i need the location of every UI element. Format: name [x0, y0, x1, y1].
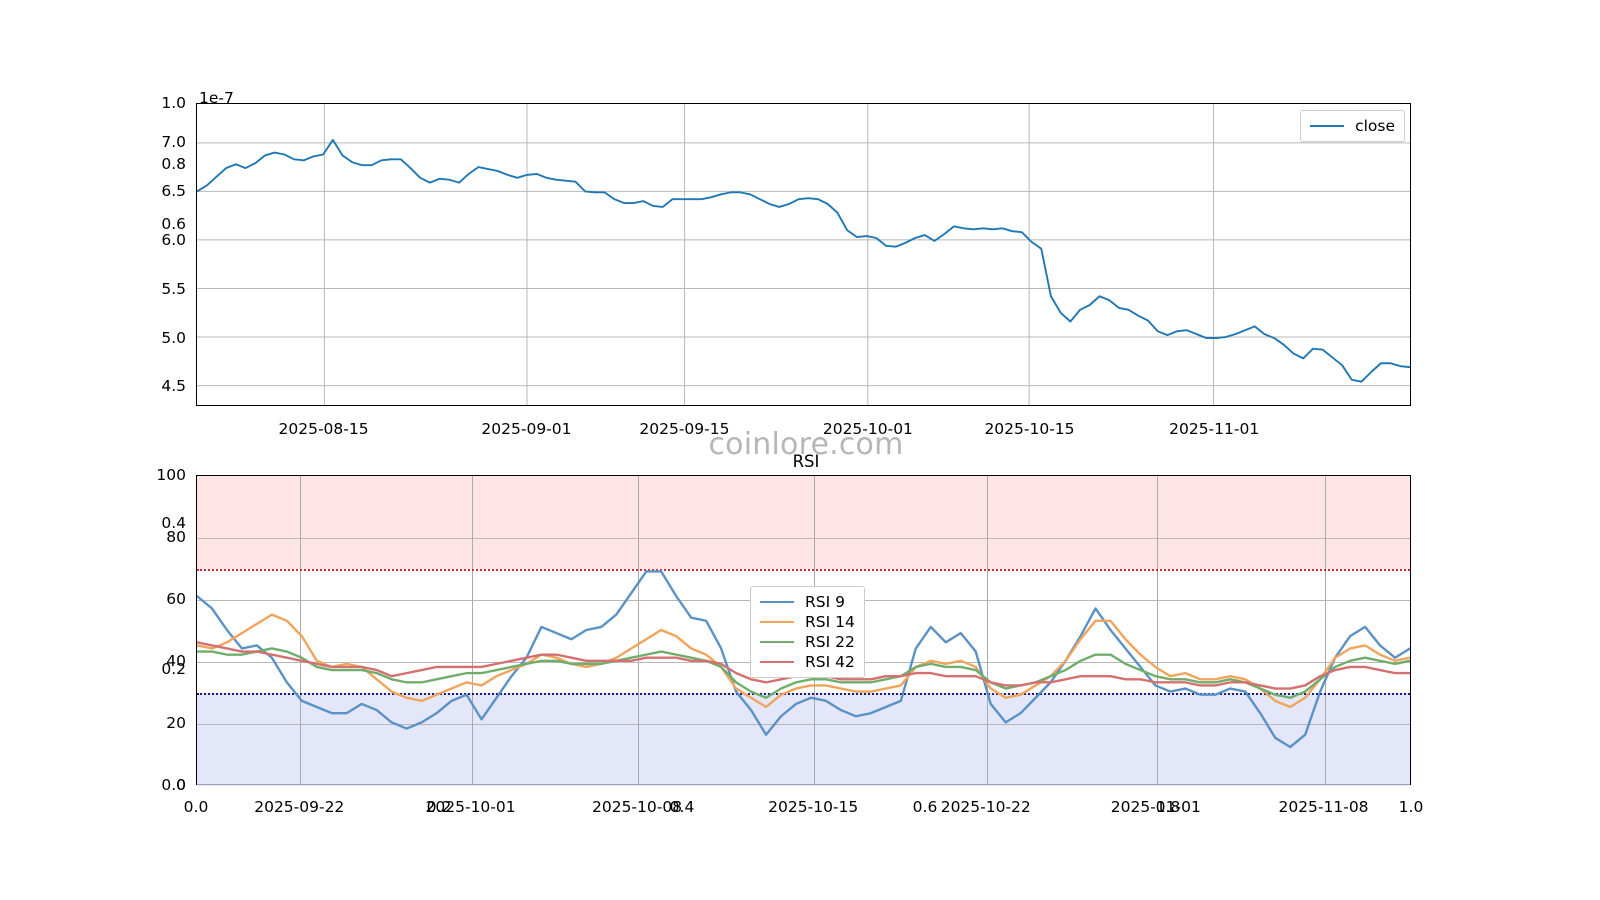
rsi-gridline-v: [1324, 476, 1326, 784]
rsi-gridline-v: [300, 476, 302, 784]
rsi-secondary-x-tick-label: 0.8: [1155, 798, 1181, 816]
price-chart-plot-area: close: [196, 103, 1411, 406]
legend-label: RSI 9: [805, 593, 845, 611]
price-secondary-y-tick-label: 0.6: [161, 215, 186, 234]
rsi-gridline-v: [638, 476, 640, 784]
close-line-swatch: [1310, 125, 1345, 127]
oversold-zone-band: [197, 693, 1410, 786]
legend-item-rsi-22: RSI 22: [760, 632, 855, 652]
rsi-x-tick-label: 2025-10-15: [768, 798, 859, 816]
price-x-tick-label: 2025-09-01: [481, 420, 572, 438]
rsi-x-tick-label: 2025-09-22: [254, 798, 345, 816]
legend-label-close: close: [1355, 117, 1395, 135]
rsi-chart-title: RSI: [792, 452, 820, 471]
price-y-tick-label: 6.0: [161, 230, 186, 249]
rsi-y-tick-label: 40: [166, 652, 186, 670]
rsi-y-tick-label: 20: [166, 714, 186, 732]
price-secondary-y-tick-label: 1.0: [161, 94, 186, 112]
rsi-series-line: [197, 613, 1410, 709]
rsi-line-swatch: [760, 601, 794, 603]
rsi-secondary-x-tick-label: 1.0: [1398, 798, 1424, 816]
rsi-y-tick-label: 100: [156, 466, 186, 484]
rsi-x-tick-label: 2025-10-01: [425, 798, 516, 816]
price-x-tick-label: 2025-10-15: [984, 420, 1075, 438]
rsi-chart-legend[interactable]: RSI 9 RSI 14 RSI 22 RSI 42: [750, 586, 865, 678]
rsi-y-tick-label: 60: [166, 590, 186, 608]
rsi-gridline-v: [1156, 476, 1158, 784]
coinlore-watermark: coinlore.com: [708, 427, 904, 462]
rsi-gridline-h: [197, 724, 1410, 725]
price-x-tick-label: 2025-11-01: [1169, 420, 1260, 438]
rsi-secondary-x-tick-label: 0.2: [426, 798, 452, 816]
legend-item-rsi-42: RSI 42: [760, 652, 855, 672]
rsi-gridline-h: [197, 538, 1410, 539]
price-secondary-y-tick-label: 0.8: [161, 154, 186, 173]
rsi-line-swatch: [760, 621, 794, 623]
oversold-threshold-line: [197, 693, 1410, 695]
price-chart-legend[interactable]: close: [1300, 110, 1405, 142]
rsi-y-tick-label: 80: [166, 528, 186, 546]
rsi-line-swatch: [760, 641, 794, 643]
close-price-line: [197, 138, 1410, 383]
price-x-tick-label: 2025-09-15: [639, 420, 730, 438]
price-y-tick-label: 7.0: [161, 133, 186, 152]
rsi-secondary-x-tick-label: 0.4: [669, 798, 695, 816]
price-x-tick-label: 2025-08-15: [278, 420, 369, 438]
rsi-secondary-y-tick-label: 0.4: [161, 514, 186, 533]
rsi-chart-plot-area: RSI 9 RSI 14 RSI 22 RSI 42: [196, 475, 1411, 786]
price-y-tick-label: 5.0: [161, 328, 186, 347]
price-x-tick-label: 2025-10-01: [822, 420, 913, 438]
price-line-chart: [197, 104, 1410, 405]
rsi-gridline-v: [986, 476, 988, 784]
price-y-tick-label: 4.5: [161, 377, 186, 396]
legend-label: RSI 22: [805, 633, 855, 651]
rsi-series-line: [197, 647, 1410, 699]
rsi-y-tick-label: 0: [176, 776, 186, 794]
rsi-x-tick-label: 2025-11-08: [1278, 798, 1369, 816]
overbought-threshold-line: [197, 569, 1410, 571]
rsi-secondary-x-tick-label: 0.6: [912, 798, 938, 816]
rsi-line-swatch: [760, 661, 794, 663]
legend-item-rsi-14: RSI 14: [760, 612, 855, 632]
price-axis-offset-text: 1e-7: [199, 89, 234, 107]
legend-label: RSI 42: [805, 653, 855, 671]
rsi-gridline-v: [471, 476, 473, 784]
rsi-x-tick-label: 2025-10-22: [940, 798, 1031, 816]
rsi-secondary-y-tick-label: 0.0: [161, 776, 186, 794]
overbought-zone-band: [197, 476, 1410, 569]
price-y-tick-label: 6.5: [161, 181, 186, 200]
legend-item-rsi-9: RSI 9: [760, 592, 855, 612]
rsi-x-tick-label: 2025-10-08: [591, 798, 683, 816]
rsi-x-tick-label: 2025-11-01: [1110, 798, 1201, 816]
rsi-secondary-x-tick-label: 0.0: [183, 798, 209, 816]
rsi-secondary-y-tick-label: 0.2: [161, 659, 186, 678]
rsi-series-line: [197, 570, 1410, 749]
price-y-tick-label: 5.5: [161, 279, 186, 298]
legend-label: RSI 14: [805, 613, 855, 631]
legend-item-close: close: [1310, 116, 1395, 136]
